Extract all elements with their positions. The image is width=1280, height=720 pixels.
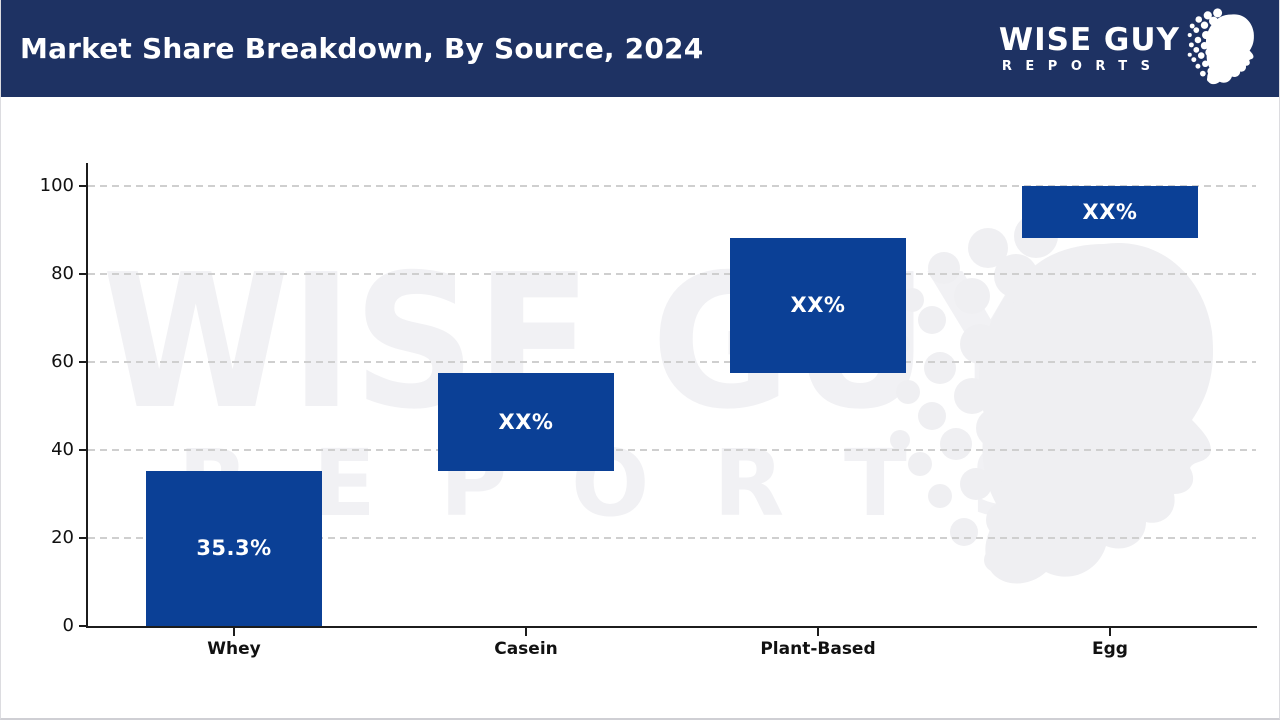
x-tick-label-egg: Egg — [1092, 639, 1128, 659]
bar-plant-based: XX% — [730, 237, 906, 373]
gridline-20 — [88, 537, 1256, 539]
y-tick-40 — [79, 449, 87, 451]
x-axis-line — [86, 626, 1257, 628]
y-tick-100 — [79, 185, 87, 187]
y-tick-80 — [79, 273, 87, 275]
y-tick-label-100: 100 — [39, 175, 74, 196]
x-tick-egg — [1109, 628, 1111, 636]
logo-subtitle: REPORTS — [1001, 59, 1164, 75]
y-tick-0 — [79, 625, 87, 627]
x-tick-casein — [525, 628, 527, 636]
logo-wordmark: WISE GUY — [998, 21, 1180, 58]
y-tick-label-20: 20 — [51, 527, 74, 548]
y-tick-60 — [79, 361, 87, 363]
bar-egg: XX% — [1022, 186, 1198, 238]
x-tick-plant-based — [817, 628, 819, 636]
y-tick-label-60: 60 — [51, 351, 74, 372]
logo-text: WISE GUY REPORTS — [999, 24, 1180, 75]
bar-value-label-casein: XX% — [498, 409, 554, 434]
y-axis-line — [86, 163, 88, 628]
wiseguy-logo: WISE GUY REPORTS — [999, 4, 1266, 94]
bar-value-label-whey: 35.3% — [196, 536, 272, 561]
page-title: Market Share Breakdown, By Source, 2024 — [20, 32, 704, 65]
bar-value-label-egg: XX% — [1082, 199, 1138, 224]
y-tick-label-80: 80 — [51, 263, 74, 284]
header-bar: Market Share Breakdown, By Source, 2024 … — [0, 0, 1280, 97]
bar-whey: 35.3% — [146, 470, 322, 626]
y-tick-20 — [79, 537, 87, 539]
bar-value-label-plant-based: XX% — [790, 293, 846, 318]
y-tick-label-40: 40 — [51, 439, 74, 460]
x-tick-label-whey: Whey — [207, 639, 261, 659]
bar-casein: XX% — [438, 373, 614, 471]
x-tick-label-casein: Casein — [494, 639, 558, 659]
wiseguy-face-icon — [1187, 8, 1254, 85]
y-tick-label-0: 0 — [62, 615, 74, 636]
gridline-100 — [88, 185, 1256, 187]
gridline-60 — [88, 361, 1256, 363]
x-tick-whey — [233, 628, 235, 636]
gridline-40 — [88, 449, 1256, 451]
gridline-80 — [88, 273, 1256, 275]
x-tick-label-plant-based: Plant-Based — [760, 639, 876, 659]
